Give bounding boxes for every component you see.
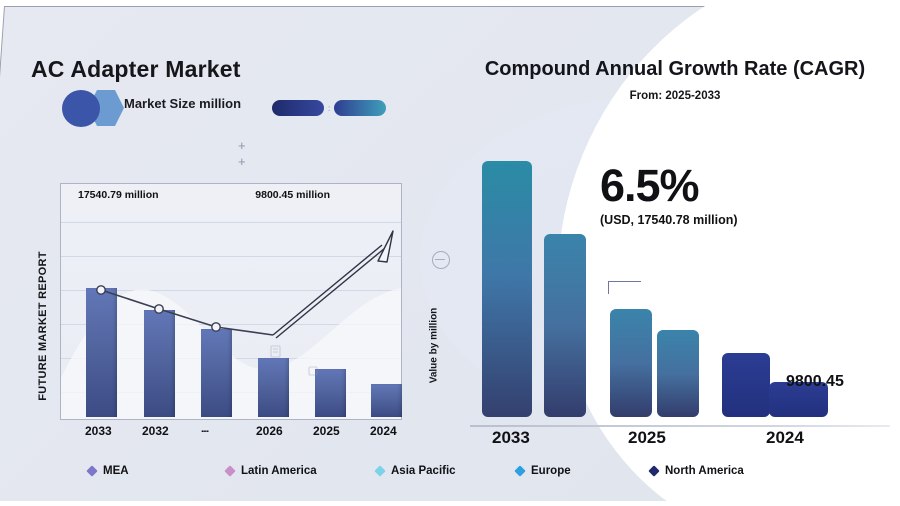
- legend-label: MEA: [103, 465, 129, 477]
- legend-marker-icon: [224, 465, 236, 477]
- left-y-axis-label-text: FUTURE MARKET REPORT: [37, 251, 50, 401]
- x-label-ellipsis: ....: [201, 424, 209, 435]
- r-x-label-2033: 2033: [492, 428, 530, 447]
- left-value-end: 9800.45 million: [255, 189, 330, 201]
- no-entry-circle-icon: [432, 251, 450, 269]
- cagr-value: 6.5%: [600, 160, 700, 211]
- legend-item-asia-pacific: Asia Pacific: [374, 465, 456, 477]
- x-label-2032: 2032: [142, 424, 169, 438]
- legend-marker-icon: [374, 465, 386, 477]
- circle-shape-icon: [62, 90, 100, 127]
- cagr-note: (USD, 17540.78 million): [600, 213, 738, 227]
- left-value-start: 17540.79 million: [78, 189, 159, 201]
- bar-2025: [315, 369, 346, 417]
- market-size-label: Market Size million: [124, 96, 242, 111]
- legend-label: Europe: [531, 465, 571, 477]
- right-bar-series: [470, 150, 890, 428]
- legend-label: North America: [665, 465, 744, 477]
- bar-dots: [201, 329, 232, 417]
- rbar-2025-front: [610, 309, 652, 417]
- left-y-axis-title: FUTURE MARKET REPORT: [33, 236, 53, 416]
- pill-separator: :: [328, 103, 331, 113]
- bar-2033: [86, 288, 117, 417]
- left-trend-overlay: [96, 230, 394, 376]
- rbar-2033-back: [544, 234, 586, 417]
- x-label-2026: 2026: [256, 424, 283, 438]
- right-chart-baseline: [470, 425, 890, 427]
- x-label-2025: 2025: [313, 424, 340, 438]
- left-x-axis-labels: 2033 2032 .... 2026 2025 2024: [60, 424, 400, 444]
- brand-logo-icon: [62, 88, 128, 128]
- legend-label: Latin America: [241, 465, 317, 477]
- rbar-2025-back: [657, 330, 699, 417]
- right-y-axis-label-text: Value by million: [428, 307, 440, 383]
- legend-item-mea: MEA: [86, 465, 129, 477]
- legend-marker-icon: [86, 465, 98, 477]
- legend-item-europe: Europe: [514, 465, 571, 477]
- axis-tick-bracket: [608, 281, 641, 294]
- bar-2032: [144, 310, 175, 417]
- x-label-2033: 2033: [85, 424, 112, 438]
- legend-label: Asia Pacific: [391, 465, 456, 477]
- r-x-label-2024: 2024: [766, 428, 804, 447]
- left-bar-series: [60, 183, 402, 418]
- chart-legend: MEA Latin America Asia Pacific Europe No…: [86, 465, 788, 485]
- page-title: AC Adapter Market: [31, 56, 241, 82]
- right-x-axis-labels: 2033 2025 2024: [470, 428, 890, 452]
- pill-navy-icon: [272, 100, 324, 116]
- plus-marks-decoration: + +: [238, 138, 246, 169]
- rbar-2033-front: [482, 161, 532, 417]
- pill-teal-icon: [334, 100, 387, 116]
- cagr-title: Compound Annual Growth Rate (CAGR): [484, 58, 866, 80]
- x-label-2024: 2024: [370, 424, 397, 438]
- legend-marker-icon: [514, 465, 526, 477]
- right-y-axis-title: Value by million: [424, 275, 444, 415]
- cagr-subtitle: From: 2025-2033: [629, 90, 721, 102]
- r-x-label-2025: 2025: [628, 428, 666, 447]
- legend-item-north-america: North America: [648, 465, 744, 477]
- rbar-2024-front: [722, 353, 770, 417]
- legend-item-latin-america: Latin America: [224, 465, 317, 477]
- bar-2024: [371, 384, 402, 417]
- right-data-label: 9800.45: [786, 373, 844, 390]
- legend-marker-icon: [648, 465, 660, 477]
- legend-pill-group: :: [272, 100, 387, 116]
- bar-2026: [258, 358, 289, 417]
- rbar-2024-back: [769, 382, 828, 417]
